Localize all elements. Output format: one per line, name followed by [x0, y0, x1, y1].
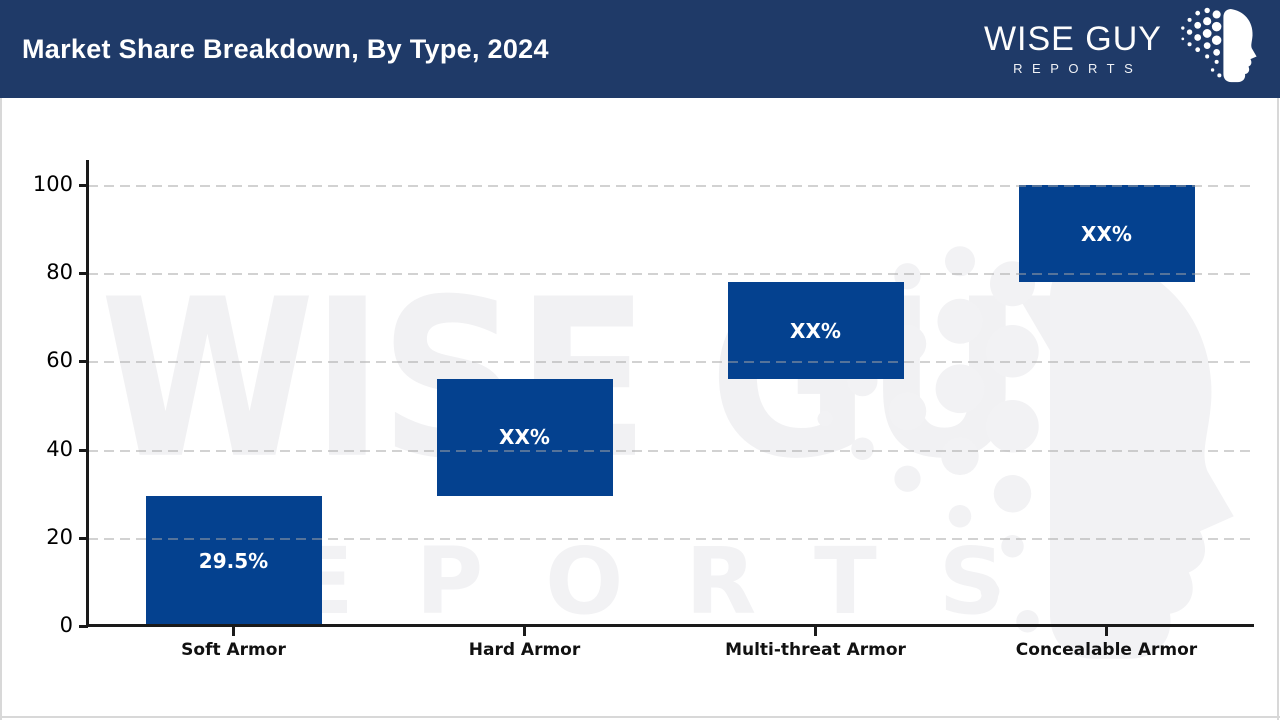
gridline-60: [88, 361, 1252, 364]
bar-value-label: XX%: [1081, 221, 1132, 246]
wiseguy-logo-text: WISE GUY REPORTS: [983, 20, 1162, 76]
y-tick-label: 40: [46, 436, 73, 461]
bar-multi-threat-armor: XX%: [727, 282, 904, 380]
watermark-wordmark: WISE GUY: [100, 252, 1161, 507]
y-tick-mark: [79, 360, 88, 364]
logo-name: WISE GUY: [983, 20, 1162, 59]
y-tick-mark: [79, 536, 88, 540]
bar-value-label: XX%: [790, 318, 841, 343]
bar-soft-armor: 29.5%: [145, 495, 322, 626]
y-tick-label: 0: [59, 613, 73, 637]
y-tick-label: 20: [46, 524, 73, 549]
chart-title: Market Share Breakdown, By Type, 2024: [22, 33, 549, 64]
bar-value-label: 29.5%: [198, 548, 269, 573]
y-tick-mark: [79, 272, 88, 276]
x-tick-mark: [814, 627, 817, 636]
waterfall-chart: 0 20 40 60 80 100 29.5% Soft Armor XX% Hard Armor…: [0, 98, 1280, 720]
x-axis-line: [86, 624, 1254, 627]
page-border-left: [0, 98, 2, 720]
gridline-40: [88, 449, 1252, 452]
gridline-100: [88, 185, 1252, 187]
x-category-label: Concealable Armor: [1015, 640, 1198, 660]
x-tick-mark: [232, 627, 235, 636]
y-tick-label: 60: [46, 348, 73, 373]
x-category-label: Multi-threat Armor: [725, 640, 906, 660]
page-border-bottom: [0, 716, 1280, 718]
bar-hard-armor: XX%: [436, 379, 613, 496]
gridline-80: [88, 273, 1252, 276]
header-bar: Market Share Breakdown, By Type, 2024 WI…: [0, 0, 1280, 98]
x-category-label: Hard Armor: [468, 640, 581, 660]
watermark-face-icon: [815, 246, 1234, 659]
wiseguy-logo: WISE GUY REPORTS: [984, 4, 1268, 94]
bar-value-label: XX%: [499, 425, 550, 450]
page-border-right: [1277, 98, 1279, 720]
y-tick-mark: [79, 184, 88, 187]
y-tick-mark: [79, 625, 88, 628]
logo-subname: REPORTS: [1013, 60, 1143, 76]
y-axis-line: [86, 160, 89, 627]
gridline-20: [88, 537, 1252, 540]
y-tick-label: 100: [32, 172, 73, 196]
x-category-label: Soft Armor: [181, 640, 286, 660]
y-tick-label: 80: [46, 260, 73, 285]
wiseguy-face-icon: [1181, 7, 1257, 83]
x-tick-mark: [523, 627, 526, 636]
bar-concealable-armor: XX%: [1018, 185, 1195, 283]
y-tick-mark: [79, 448, 88, 452]
x-tick-mark: [1105, 627, 1108, 636]
